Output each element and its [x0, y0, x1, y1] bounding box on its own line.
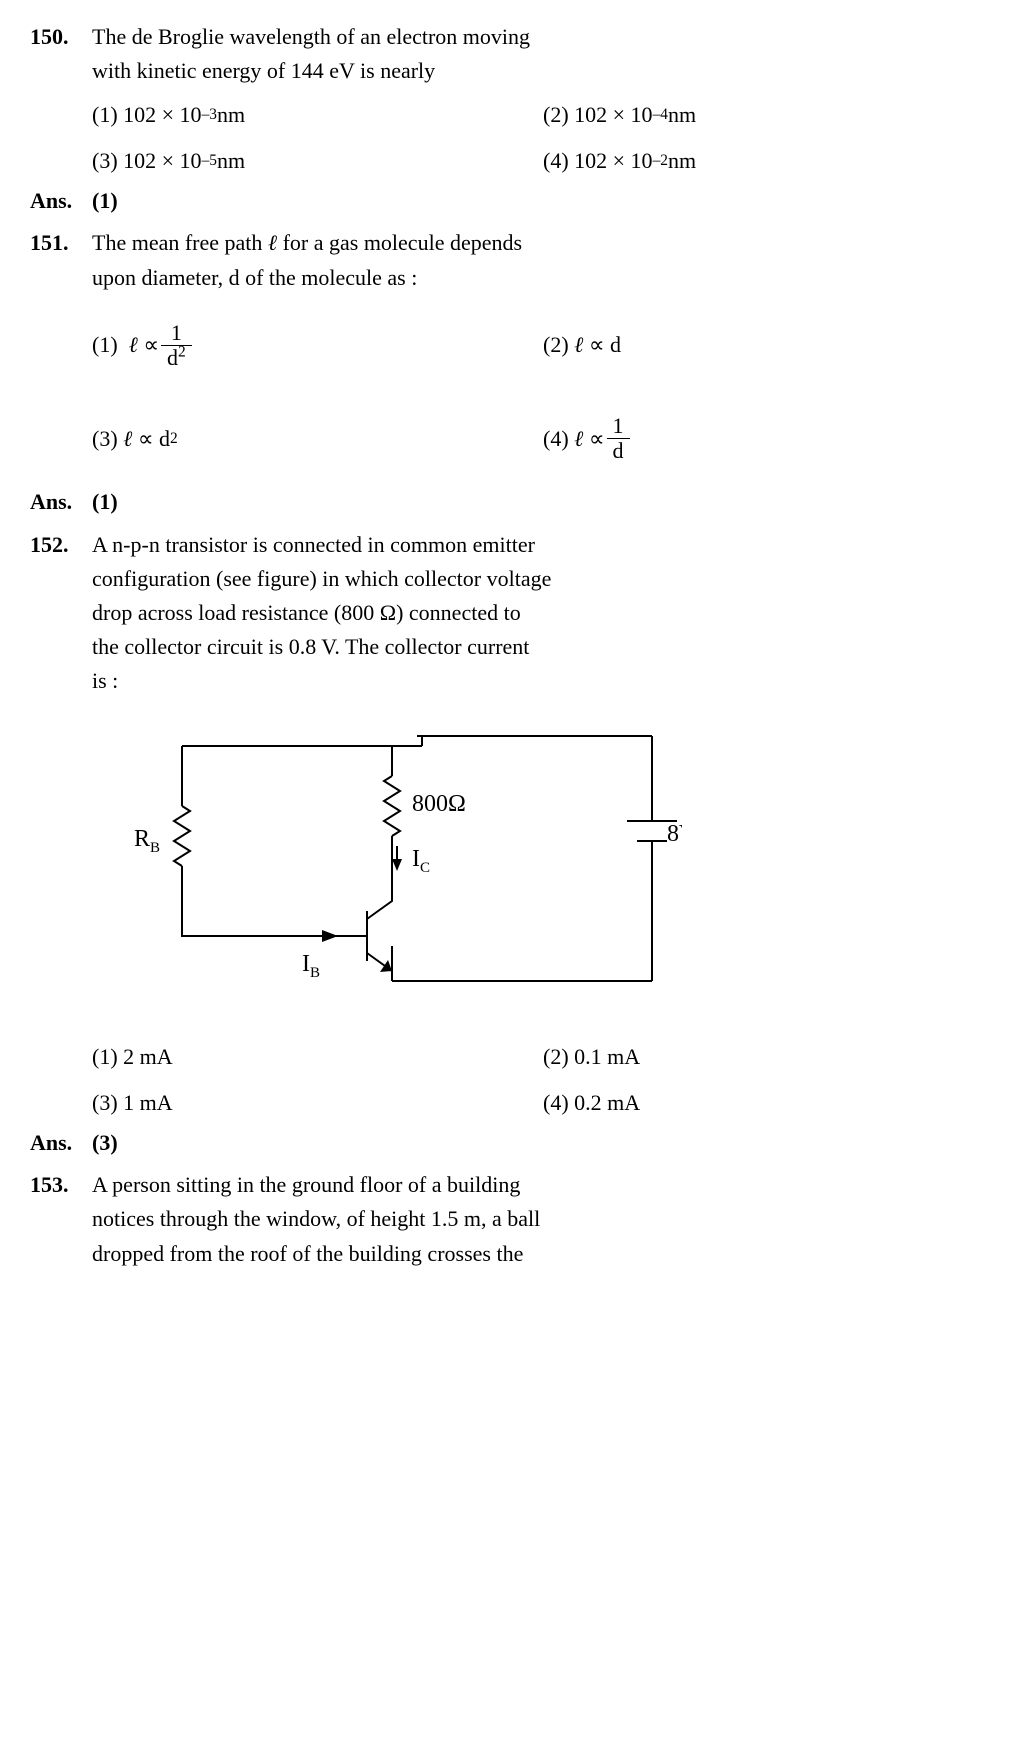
question-row: 150. The de Broglie wavelength of an ele… [30, 20, 994, 184]
answer-value: (3) [92, 1126, 118, 1160]
denominator: d [607, 439, 630, 463]
options: (1) 102 × 10–3 nm (2) 102 × 10–4 nm (3) … [92, 92, 994, 184]
question-text-line: with kinetic energy of 144 eV is nearly [92, 58, 435, 83]
question-number: 151. [30, 226, 92, 260]
option-text: (2) 0.1 mA [543, 1040, 640, 1074]
question-152: 152. A n-p-n transistor is connected in … [30, 528, 994, 1161]
answer-row: Ans. (3) [30, 1126, 994, 1160]
answer-row: Ans. (1) [30, 184, 994, 218]
question-text-line: dropped from the roof of the building cr… [92, 1241, 523, 1266]
question-text-line: A person sitting in the ground floor of … [92, 1172, 520, 1197]
option-text: (4) 102 × 10 [543, 144, 653, 178]
option-text: (2) 102 × 10 [543, 98, 653, 132]
answer-value: (1) [92, 184, 118, 218]
option-2: (2) 0.1 mA [543, 1040, 994, 1074]
fraction: 1 d [607, 414, 630, 463]
question-text-line: A n-p-n transistor is connected in commo… [92, 532, 535, 557]
answer-label: Ans. [30, 1126, 92, 1160]
option-text: (3) 102 × 10 [92, 144, 202, 178]
option-text: (3) ℓ ∝ d [92, 422, 170, 456]
question-text-line: configuration (see figure) in which coll… [92, 566, 551, 591]
question-row: 153. A person sitting in the ground floo… [30, 1168, 994, 1270]
circuit-diagram: 800Ω IC RB IB 8V [122, 716, 994, 1016]
question-number: 153. [30, 1168, 92, 1202]
numerator: 1 [607, 414, 630, 439]
answer-label: Ans. [30, 184, 92, 218]
option-text: (3) 1 mA [92, 1086, 173, 1120]
question-151: 151. The mean free path ℓ for a gas mole… [30, 226, 994, 519]
question-153: 153. A person sitting in the ground floo… [30, 1168, 994, 1270]
option-text: (1) 102 × 10 [92, 98, 202, 132]
option-1: (1) 2 mA [92, 1040, 543, 1074]
rc-label: 800Ω [412, 791, 466, 817]
option-text: (1) 2 mA [92, 1040, 173, 1074]
option-3: (3) 1 mA [92, 1086, 543, 1120]
option-unit: nm [217, 98, 245, 132]
question-text-line: The de Broglie wavelength of an electron… [92, 24, 530, 49]
fraction: 1 d2 [161, 321, 192, 370]
option-2: (2) ℓ ∝ d [543, 321, 994, 370]
question-text-line: The mean free path ℓ for a gas molecule … [92, 230, 522, 255]
option-1: (1) 102 × 10–3 nm [92, 98, 543, 132]
option-text: (4) 0.2 mA [543, 1086, 640, 1120]
options: (1) ℓ ∝ 1 d2 (2) ℓ ∝ d (3) ℓ ∝ d2 (4) ℓ … [92, 299, 994, 486]
question-body: A n-p-n transistor is connected in commo… [92, 528, 994, 1127]
numerator: 1 [161, 321, 192, 346]
option-unit: nm [668, 144, 696, 178]
question-body: The de Broglie wavelength of an electron… [92, 20, 994, 184]
option-text: (4) ℓ ∝ [543, 422, 605, 456]
answer-label: Ans. [30, 485, 92, 519]
options: (1) 2 mA (2) 0.1 mA (3) 1 mA (4) 0.2 mA [92, 1034, 994, 1126]
option-4: (4) 102 × 10–2 nm [543, 144, 994, 178]
circuit-svg: 800Ω IC RB IB 8V [122, 716, 682, 1006]
option-4: (4) 0.2 mA [543, 1086, 994, 1120]
question-text-line: is : [92, 668, 118, 693]
question-text-line: notices through the window, of height 1.… [92, 1206, 540, 1231]
option-text: (1) ℓ ∝ [92, 328, 159, 362]
question-body: The mean free path ℓ for a gas molecule … [92, 226, 994, 485]
option-text: (2) ℓ ∝ d [543, 328, 621, 362]
question-row: 151. The mean free path ℓ for a gas mole… [30, 226, 994, 485]
option-4: (4) ℓ ∝ 1 d [543, 414, 994, 463]
option-3: (3) ℓ ∝ d2 [92, 414, 543, 463]
question-150: 150. The de Broglie wavelength of an ele… [30, 20, 994, 218]
question-row: 152. A n-p-n transistor is connected in … [30, 528, 994, 1127]
ic-label: IC [412, 846, 430, 876]
question-text-line: upon diameter, d of the molecule as : [92, 265, 417, 290]
option-unit: nm [217, 144, 245, 178]
option-3: (3) 102 × 10–5 nm [92, 144, 543, 178]
denominator: d2 [161, 346, 192, 370]
rb-label: RB [134, 826, 160, 856]
question-text-line: drop across load resistance (800 Ω) conn… [92, 600, 521, 625]
ib-label: IB [302, 951, 320, 981]
option-unit: nm [668, 98, 696, 132]
question-text-line: the collector circuit is 0.8 V. The coll… [92, 634, 529, 659]
answer-value: (1) [92, 485, 118, 519]
question-number: 152. [30, 528, 92, 562]
voltage-label: 8V [667, 821, 682, 847]
answer-row: Ans. (1) [30, 485, 994, 519]
option-2: (2) 102 × 10–4 nm [543, 98, 994, 132]
question-body: A person sitting in the ground floor of … [92, 1168, 994, 1270]
option-1: (1) ℓ ∝ 1 d2 [92, 321, 543, 370]
question-number: 150. [30, 20, 92, 54]
